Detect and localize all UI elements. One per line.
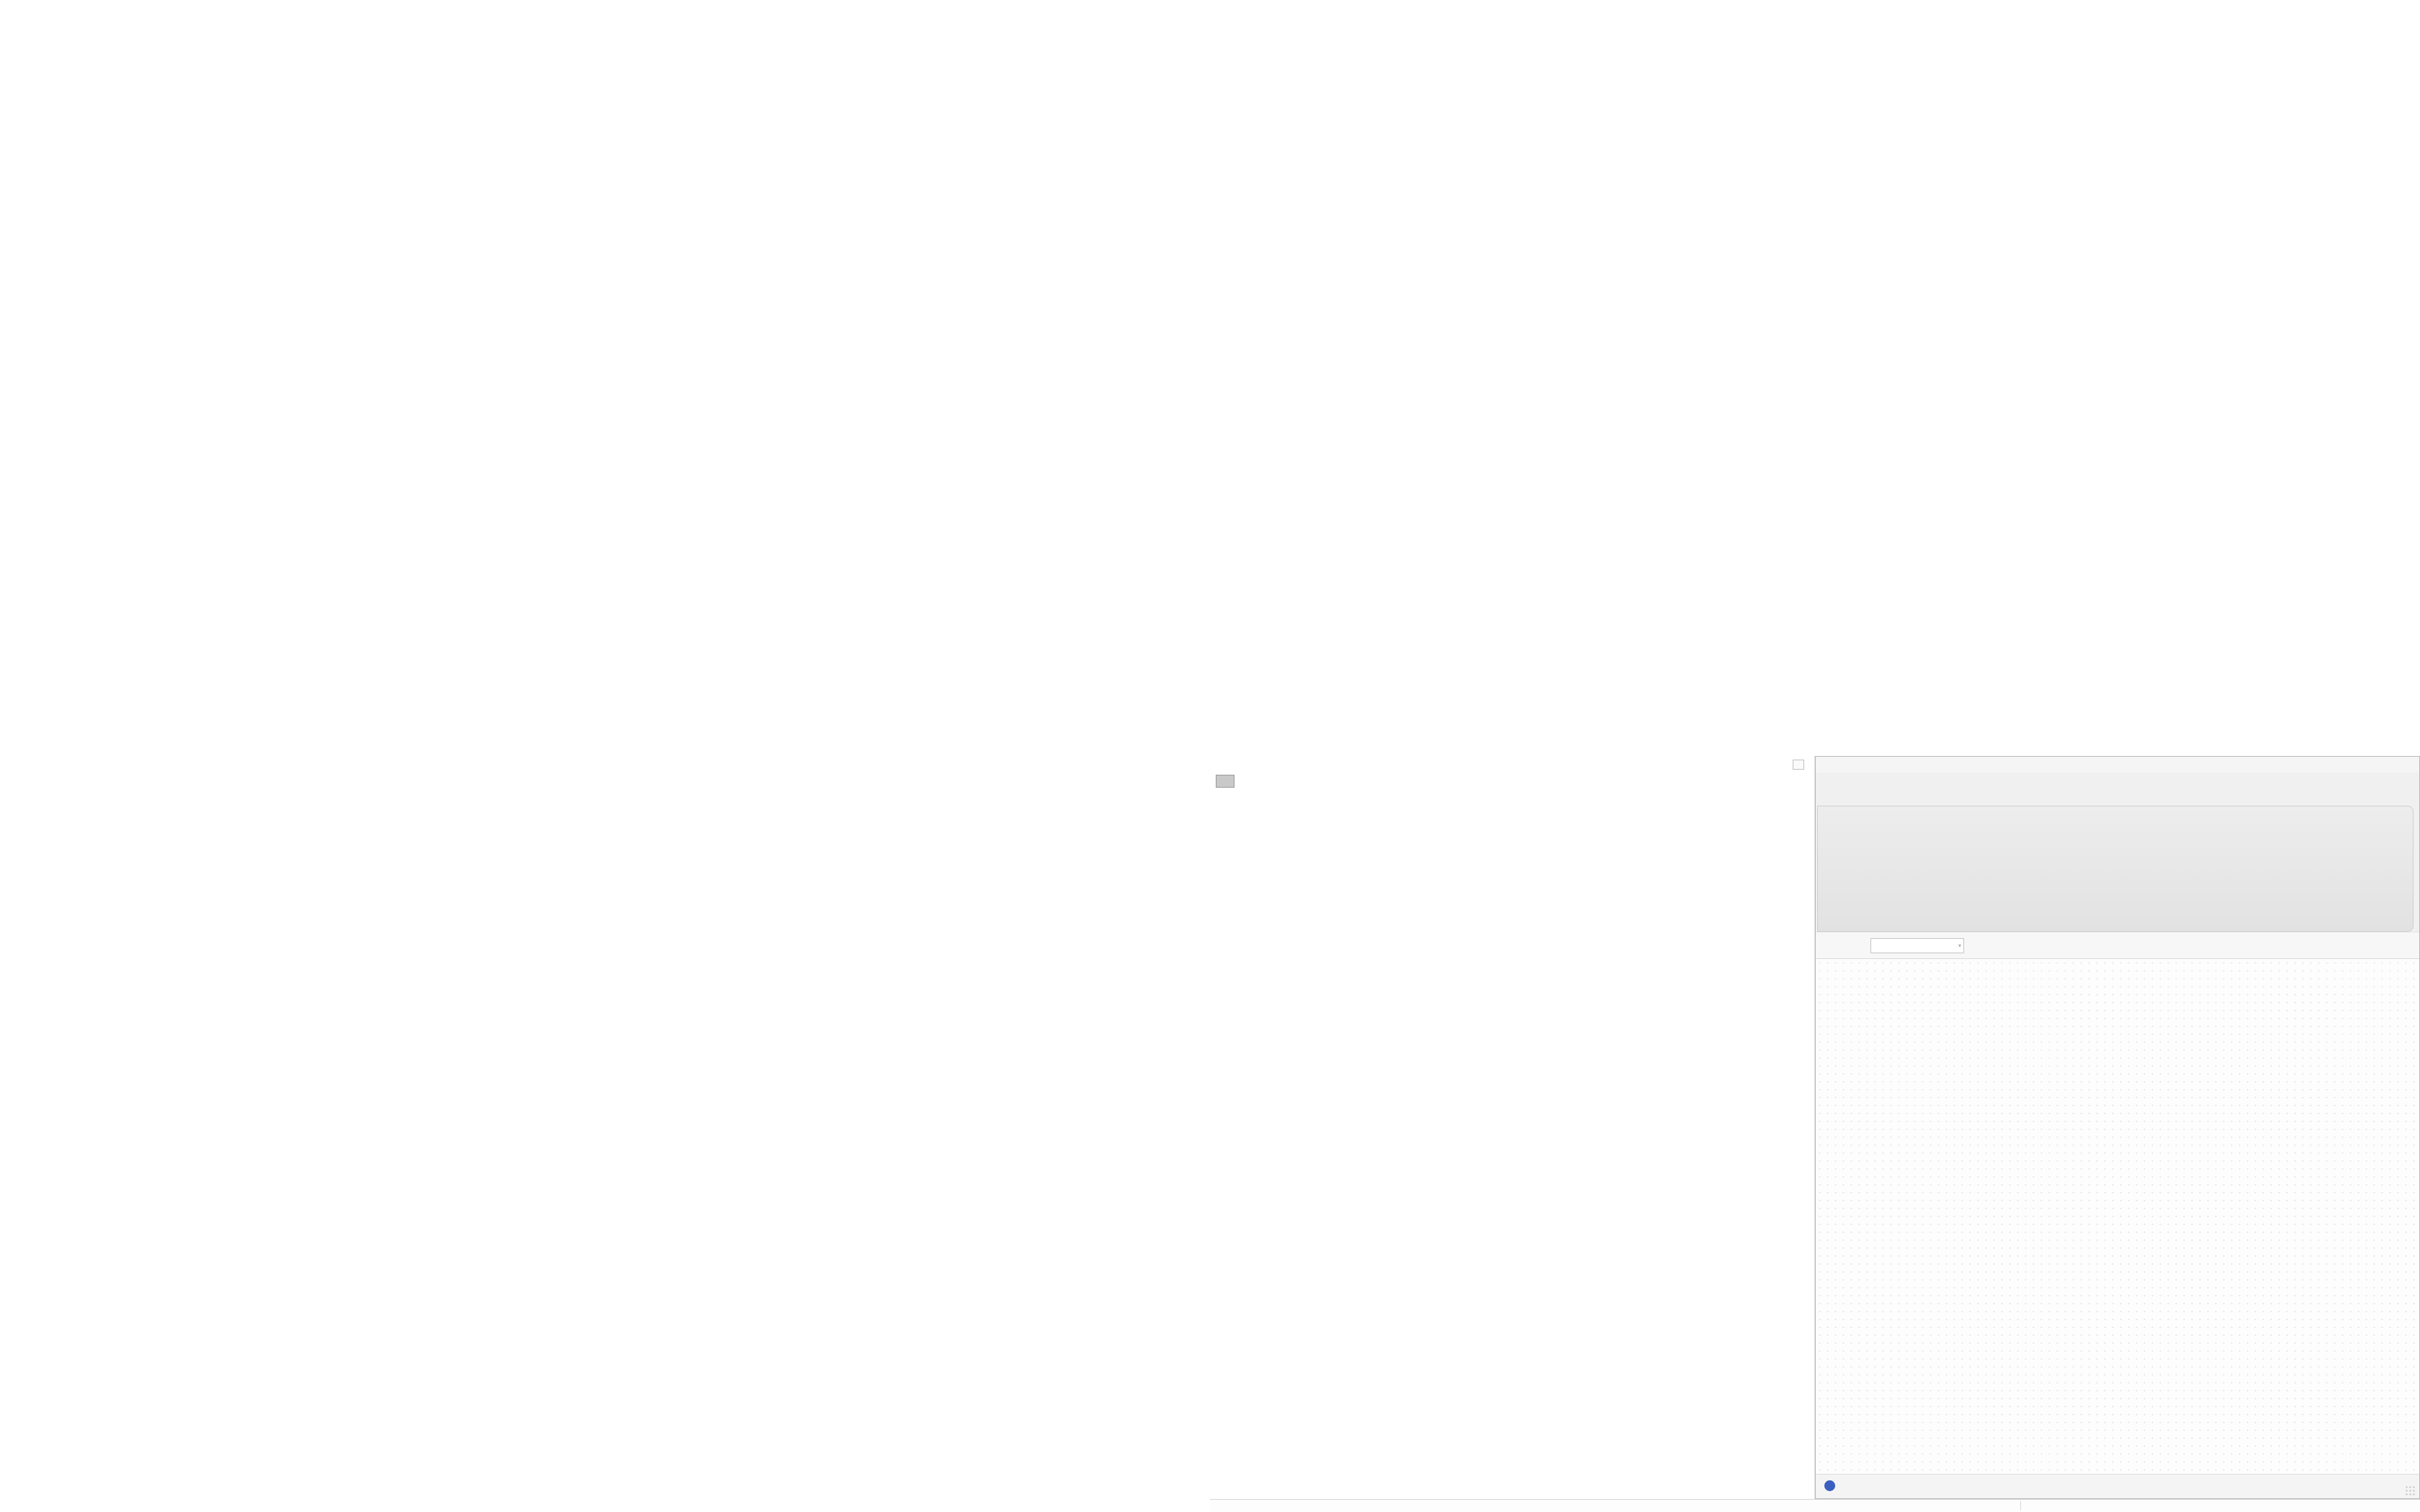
grasshopper-window: ▾	[1815, 756, 2420, 1499]
palette-area	[1817, 806, 2414, 932]
component-tabs	[1816, 789, 2419, 806]
canvas-toolbar: ▾	[1816, 932, 2419, 959]
circle-packing-drawing	[1210, 756, 1815, 1499]
info-icon	[1824, 1480, 1835, 1491]
menubar	[1816, 773, 2419, 789]
rhino-viewport-panel	[1210, 756, 1815, 1499]
close-icon[interactable]	[1793, 760, 1804, 770]
tray-separator	[2020, 1501, 2021, 1511]
titlebar[interactable]	[1816, 757, 2419, 773]
quadrant-original: ▾	[1210, 756, 2420, 1512]
viewport-collapse-button[interactable]	[1216, 775, 1234, 788]
node-canvas[interactable]	[1816, 959, 2419, 1475]
chevron-down-icon[interactable]: ▾	[1958, 942, 1961, 949]
resize-grip[interactable]	[2405, 1485, 2415, 1495]
zoom-select[interactable]: ▾	[1870, 938, 1964, 953]
windows-taskbar	[1210, 1499, 2420, 1512]
statusbar	[1816, 1474, 2419, 1498]
